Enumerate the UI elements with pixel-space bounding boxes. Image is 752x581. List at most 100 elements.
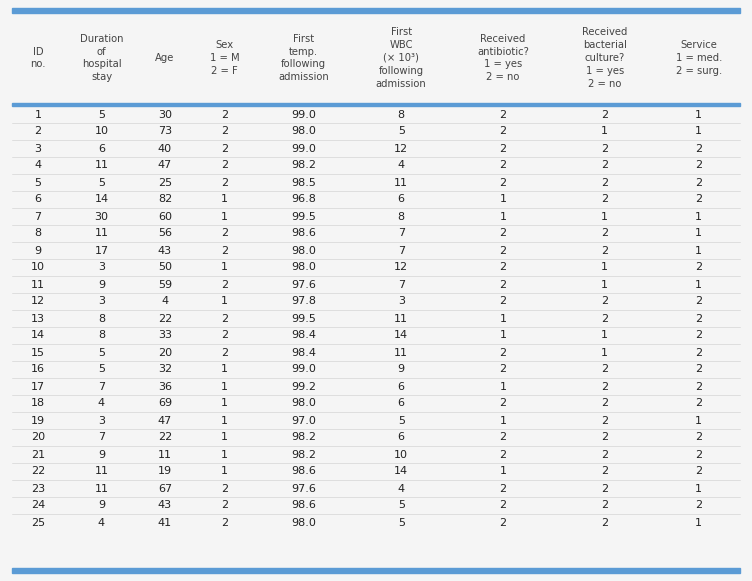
Text: 1: 1 <box>695 483 702 493</box>
Text: 2: 2 <box>695 382 702 392</box>
Text: 2: 2 <box>499 296 507 307</box>
Text: 2: 2 <box>221 314 228 324</box>
Text: 2: 2 <box>499 263 507 272</box>
Text: Received
antibiotic?
1 = yes
2 = no: Received antibiotic? 1 = yes 2 = no <box>477 34 529 82</box>
Text: 1: 1 <box>695 127 702 137</box>
Text: 1: 1 <box>601 331 608 340</box>
Text: 20: 20 <box>158 347 172 357</box>
Text: 2: 2 <box>499 144 507 153</box>
Text: 6: 6 <box>398 382 405 392</box>
Text: 1: 1 <box>221 415 228 425</box>
Text: 12: 12 <box>394 144 408 153</box>
Text: 1: 1 <box>695 415 702 425</box>
Text: 2: 2 <box>601 399 608 408</box>
Text: 17: 17 <box>95 246 108 256</box>
Text: 1: 1 <box>601 211 608 221</box>
Text: 2: 2 <box>601 296 608 307</box>
Text: 99.2: 99.2 <box>291 382 316 392</box>
Text: 7: 7 <box>98 382 105 392</box>
Text: 98.0: 98.0 <box>291 127 316 137</box>
Text: 11: 11 <box>394 314 408 324</box>
Text: 1: 1 <box>601 279 608 289</box>
Text: Duration
of
hospital
stay: Duration of hospital stay <box>80 34 123 82</box>
Text: 2: 2 <box>695 450 702 460</box>
Text: 2: 2 <box>695 467 702 476</box>
Text: 13: 13 <box>31 314 45 324</box>
Text: 2: 2 <box>601 314 608 324</box>
Text: 1: 1 <box>601 263 608 272</box>
Text: 2: 2 <box>695 432 702 443</box>
Text: 2: 2 <box>601 518 608 528</box>
Text: 1: 1 <box>221 450 228 460</box>
Text: 9: 9 <box>35 246 41 256</box>
Text: 98.5: 98.5 <box>291 178 316 188</box>
Text: 2: 2 <box>499 160 507 170</box>
Text: 8: 8 <box>98 314 105 324</box>
Text: 2: 2 <box>499 109 507 120</box>
Text: 2: 2 <box>695 178 702 188</box>
Text: 4: 4 <box>98 399 105 408</box>
Text: 25: 25 <box>31 518 45 528</box>
Text: 98.0: 98.0 <box>291 246 316 256</box>
Text: 8: 8 <box>98 331 105 340</box>
Text: 98.4: 98.4 <box>291 347 316 357</box>
Text: 96.8: 96.8 <box>291 195 316 205</box>
Text: 1: 1 <box>221 467 228 476</box>
Text: 98.2: 98.2 <box>291 450 316 460</box>
Text: 2: 2 <box>695 399 702 408</box>
Text: 2: 2 <box>601 109 608 120</box>
Text: 3: 3 <box>98 263 105 272</box>
Text: 4: 4 <box>35 160 41 170</box>
Text: 2: 2 <box>499 399 507 408</box>
Text: 22: 22 <box>31 467 45 476</box>
Text: 7: 7 <box>398 228 405 238</box>
Text: 11: 11 <box>95 160 108 170</box>
Text: 2: 2 <box>695 144 702 153</box>
Text: 2: 2 <box>499 483 507 493</box>
Text: 15: 15 <box>31 347 45 357</box>
Text: 7: 7 <box>98 432 105 443</box>
Text: 2: 2 <box>499 127 507 137</box>
Text: 60: 60 <box>158 211 172 221</box>
Text: Age: Age <box>155 53 174 63</box>
Text: 97.8: 97.8 <box>291 296 316 307</box>
Text: 2: 2 <box>601 432 608 443</box>
Text: 1: 1 <box>499 382 506 392</box>
Text: 69: 69 <box>158 399 172 408</box>
Text: 12: 12 <box>394 263 408 272</box>
Text: 2: 2 <box>601 195 608 205</box>
Text: 2: 2 <box>499 178 507 188</box>
Text: 10: 10 <box>31 263 45 272</box>
Text: 5: 5 <box>398 127 405 137</box>
Text: 43: 43 <box>158 500 172 511</box>
Text: 5: 5 <box>35 178 41 188</box>
Text: 2: 2 <box>221 160 228 170</box>
Text: 1: 1 <box>499 195 506 205</box>
Text: 2: 2 <box>499 432 507 443</box>
Text: 1: 1 <box>35 109 41 120</box>
Text: 8: 8 <box>398 211 405 221</box>
Text: 25: 25 <box>158 178 172 188</box>
Text: 98.2: 98.2 <box>291 432 316 443</box>
Text: 2: 2 <box>221 331 228 340</box>
Text: 47: 47 <box>158 160 172 170</box>
Text: 1: 1 <box>695 228 702 238</box>
Text: 1: 1 <box>221 211 228 221</box>
Text: 18: 18 <box>31 399 45 408</box>
Text: 19: 19 <box>31 415 45 425</box>
Text: 2: 2 <box>221 228 228 238</box>
Text: 2: 2 <box>499 246 507 256</box>
Text: 2: 2 <box>221 127 228 137</box>
Text: 47: 47 <box>158 415 172 425</box>
Text: 33: 33 <box>158 331 172 340</box>
Text: 5: 5 <box>98 178 105 188</box>
Text: 2: 2 <box>695 296 702 307</box>
Text: 99.5: 99.5 <box>291 314 316 324</box>
Text: 1: 1 <box>221 399 228 408</box>
Text: 9: 9 <box>98 450 105 460</box>
Text: 97.6: 97.6 <box>291 483 316 493</box>
Text: 5: 5 <box>98 364 105 375</box>
Text: 8: 8 <box>35 228 41 238</box>
Text: 82: 82 <box>158 195 172 205</box>
Text: 1: 1 <box>221 364 228 375</box>
